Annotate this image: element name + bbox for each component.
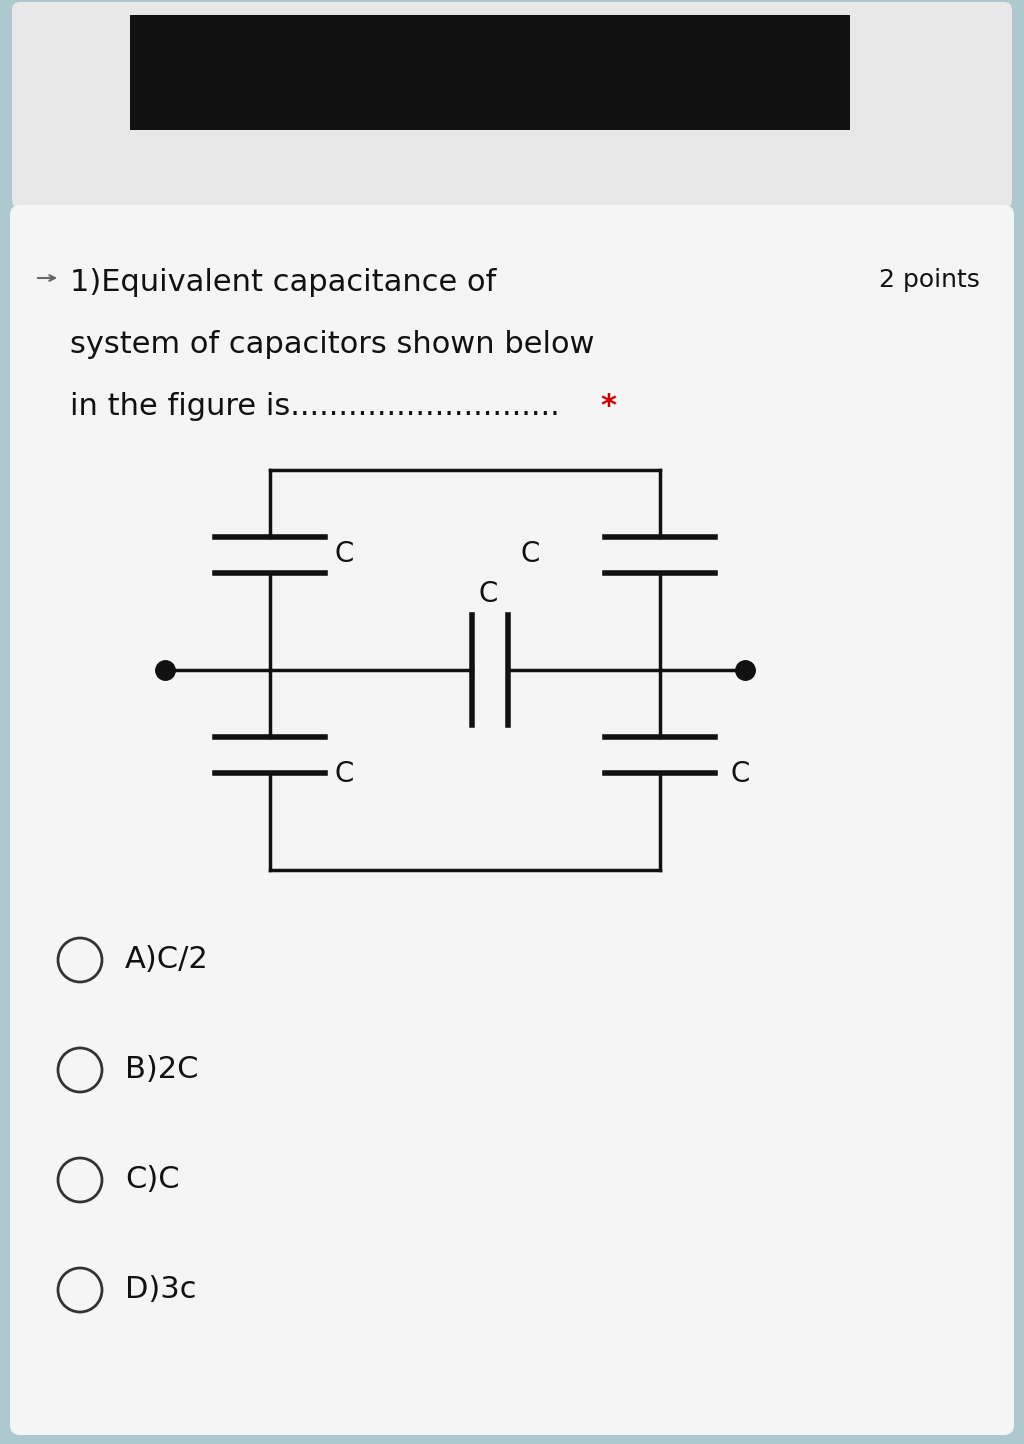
Text: C: C	[478, 580, 498, 608]
Text: in the figure is............................: in the figure is........................…	[70, 391, 560, 422]
Text: C: C	[335, 760, 354, 788]
Text: D)3c: D)3c	[125, 1275, 197, 1304]
Text: A)C/2: A)C/2	[125, 946, 209, 975]
Text: 1)Equivalent capacitance of: 1)Equivalent capacitance of	[70, 269, 497, 297]
FancyBboxPatch shape	[10, 205, 1014, 1435]
Text: C: C	[730, 760, 750, 788]
Text: *: *	[600, 391, 616, 422]
Text: C: C	[520, 540, 540, 567]
Text: 2 points: 2 points	[880, 269, 980, 292]
Text: system of capacitors shown below: system of capacitors shown below	[70, 331, 595, 360]
Bar	[130, 14, 850, 130]
Text: C: C	[335, 540, 354, 567]
Text: B)2C: B)2C	[125, 1056, 199, 1084]
Text: C)C: C)C	[125, 1165, 179, 1194]
FancyBboxPatch shape	[12, 1, 1012, 208]
